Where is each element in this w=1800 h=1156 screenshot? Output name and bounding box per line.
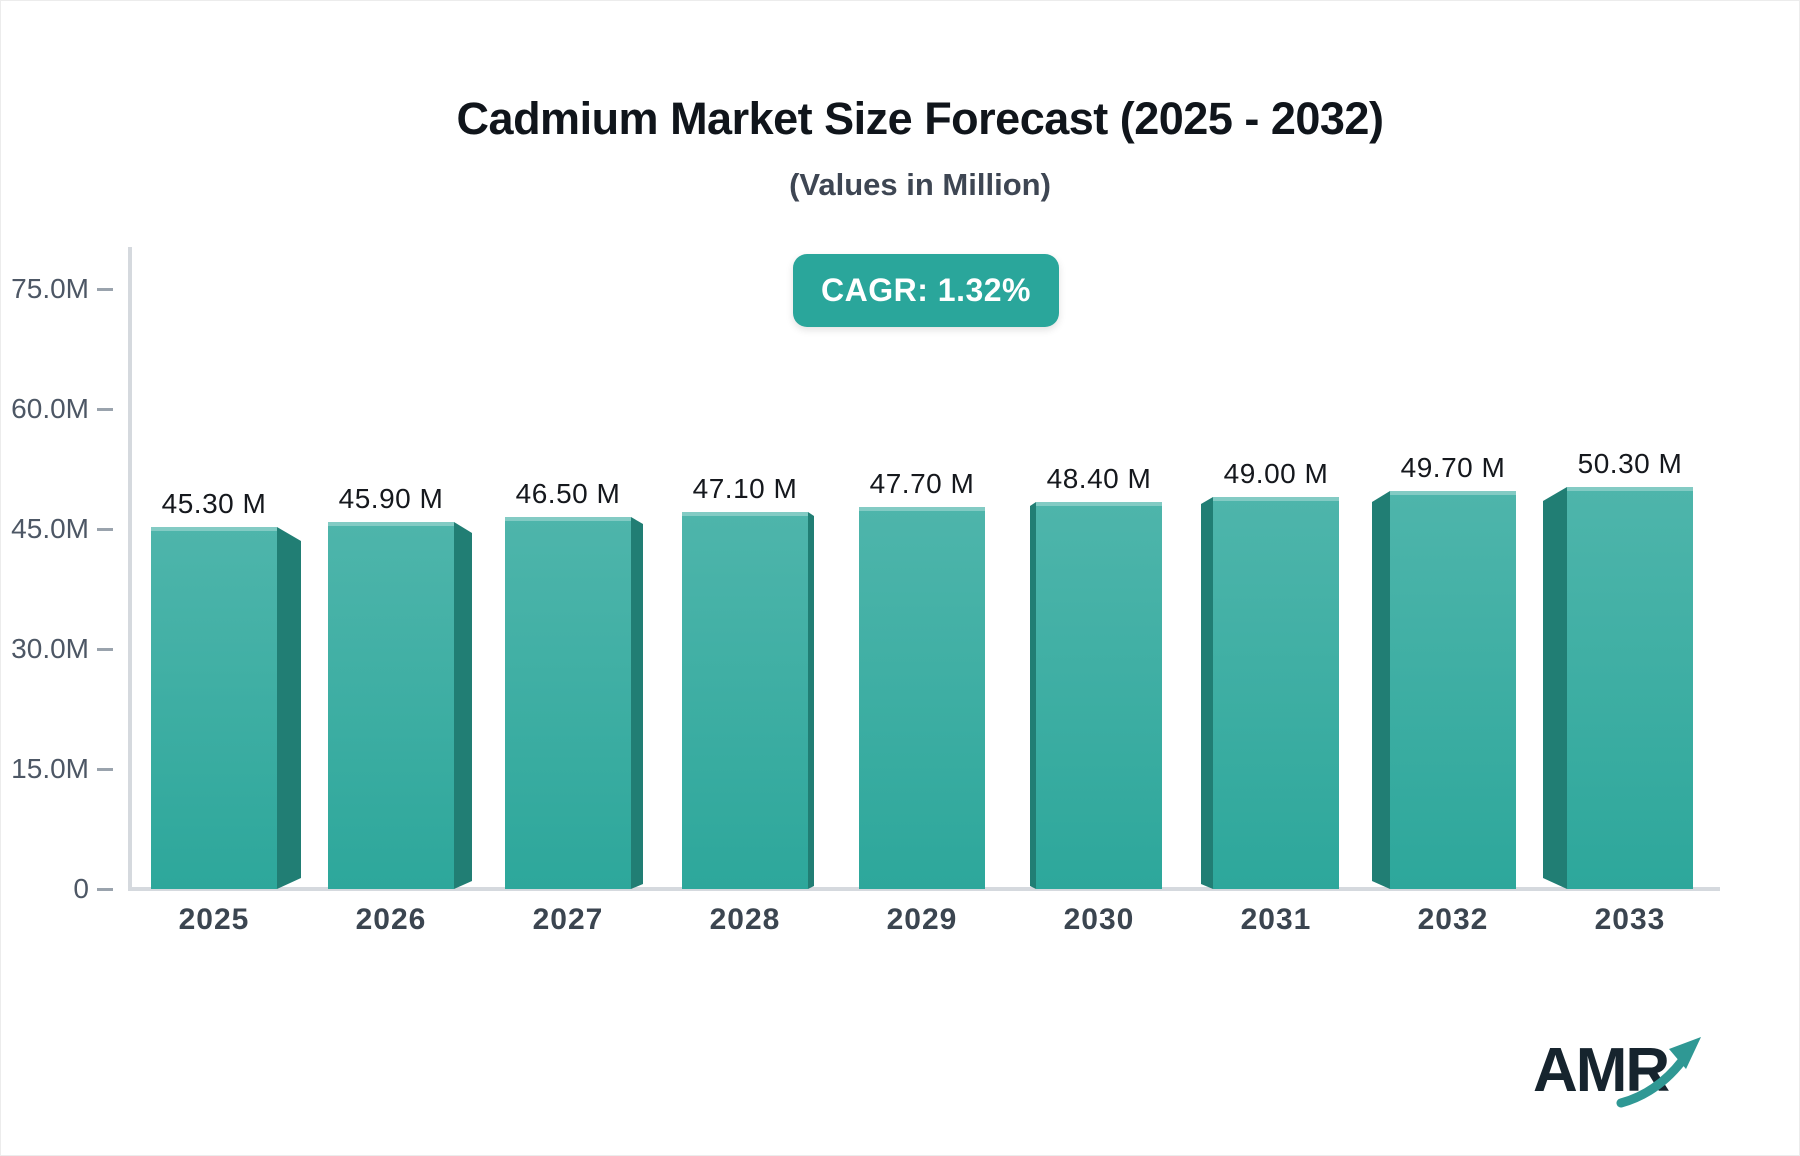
bar-value-label-2032: 49.70 M <box>1400 452 1506 483</box>
bar-2030[interactable] <box>1036 502 1162 889</box>
x-axis-label-2026: 2026 <box>355 903 427 936</box>
bar-top-highlight <box>682 512 808 516</box>
y-axis-line <box>128 247 132 891</box>
y-axis-tick-label: 0 <box>73 873 89 904</box>
x-axis-label-2029: 2029 <box>886 903 958 936</box>
bar-side-face-2032 <box>1372 491 1390 889</box>
bar-2031[interactable] <box>1213 497 1339 889</box>
bar-side-face-2031 <box>1201 497 1213 889</box>
bar-top-highlight <box>1390 491 1516 495</box>
bar-2029[interactable] <box>859 507 985 889</box>
bar-value-label-2029: 47.70 M <box>869 468 975 499</box>
bar-value-label-2026: 45.90 M <box>338 483 444 514</box>
amr-logo: AMR <box>1533 1029 1723 1113</box>
bar-top-highlight <box>859 507 985 511</box>
bar-2032[interactable] <box>1390 491 1516 889</box>
x-axis-label-2031: 2031 <box>1240 903 1312 936</box>
y-axis-tick-label: 30.0M <box>11 633 89 664</box>
bar-2028[interactable] <box>682 512 808 889</box>
trending-up-arrow-icon <box>1616 1037 1701 1108</box>
bar-top-highlight <box>328 522 454 526</box>
x-axis-label-2032: 2032 <box>1417 903 1489 936</box>
y-axis-tick-mark <box>97 288 113 291</box>
x-axis-line <box>128 887 1720 891</box>
bar-2025[interactable] <box>151 527 277 889</box>
bar-side-face-2028 <box>808 512 814 889</box>
bar-side-face-2027 <box>631 517 643 889</box>
bar-side-face-2025 <box>277 527 301 889</box>
x-axis-label-2028: 2028 <box>709 903 781 936</box>
y-axis-tick-mark <box>97 648 113 651</box>
bar-2027[interactable] <box>505 517 631 889</box>
bar-2033[interactable] <box>1567 487 1693 889</box>
chart-subtitle: (Values in Million) <box>789 167 1051 202</box>
x-axis-label-2025: 2025 <box>178 903 250 936</box>
bar-value-label-2033: 50.30 M <box>1577 448 1683 479</box>
bar-2026[interactable] <box>328 522 454 889</box>
x-axis-label-2030: 2030 <box>1063 903 1135 936</box>
amr-logo-graphic: AMR <box>1533 1036 1701 1108</box>
bar-value-label-2030: 48.40 M <box>1046 463 1152 494</box>
bar-value-label-2028: 47.10 M <box>692 473 798 504</box>
chart-title: Cadmium Market Size Forecast (2025 - 203… <box>456 93 1384 144</box>
y-axis-tick-mark <box>97 888 113 891</box>
bar-top-highlight <box>505 517 631 521</box>
cagr-badge-label: CAGR: 1.32% <box>821 272 1031 308</box>
bar-side-face-2030 <box>1030 502 1036 889</box>
bar-top-highlight <box>151 527 277 531</box>
bar-value-label-2031: 49.00 M <box>1223 458 1329 489</box>
y-axis-tick-label: 45.0M <box>11 513 89 544</box>
y-axis-tick-label: 60.0M <box>11 393 89 424</box>
y-axis-tick-label: 75.0M <box>11 273 89 304</box>
bar-top-highlight <box>1036 502 1162 506</box>
x-axis-label-2027: 2027 <box>532 903 604 936</box>
y-axis-tick-mark <box>97 768 113 771</box>
bar-side-face-2033 <box>1543 487 1567 889</box>
x-axis-label-2033: 2033 <box>1594 903 1666 936</box>
y-axis-tick-mark <box>97 408 113 411</box>
bar-top-highlight <box>1567 487 1693 491</box>
y-axis-tick-label: 15.0M <box>11 753 89 784</box>
bar-value-label-2027: 46.50 M <box>515 478 621 509</box>
bar-top-highlight <box>1213 497 1339 501</box>
cagr-badge: CAGR: 1.32% <box>793 254 1059 327</box>
bar-side-face-2026 <box>454 522 472 889</box>
y-axis-tick-mark <box>97 528 113 531</box>
bar-value-label-2025: 45.30 M <box>161 488 267 519</box>
